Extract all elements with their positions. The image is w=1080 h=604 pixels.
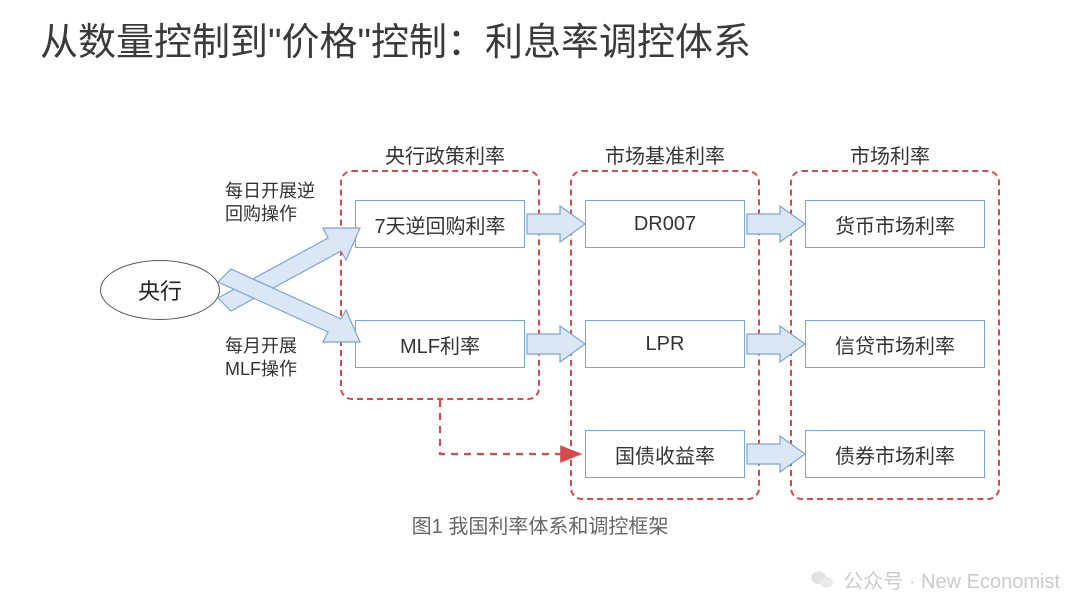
arrow-7day-to-dr007 <box>527 206 585 242</box>
wechat-icon <box>809 567 835 593</box>
arrow-mlf-to-lpr <box>527 326 585 362</box>
arrow-dr007-to-money <box>747 206 805 242</box>
arrow-policy-to-treasury-dashed <box>440 400 580 454</box>
arrows-layer <box>40 140 1040 540</box>
arrow-lpr-to-credit <box>747 326 805 362</box>
watermark-label: 公众号 · New Economist <box>843 565 1060 594</box>
figure-caption: 图1 我国利率体系和调控框架 <box>40 510 1040 539</box>
watermark: 公众号 · New Economist <box>809 565 1060 594</box>
interest-rate-diagram: 央行政策利率 市场基准利率 市场利率 央行 7天逆回购利率 MLF利率 DR00… <box>40 140 1040 540</box>
page-title: 从数量控制到"价格"控制：利息率调控体系 <box>40 18 1040 69</box>
arrow-treasury-to-bond <box>747 436 805 472</box>
